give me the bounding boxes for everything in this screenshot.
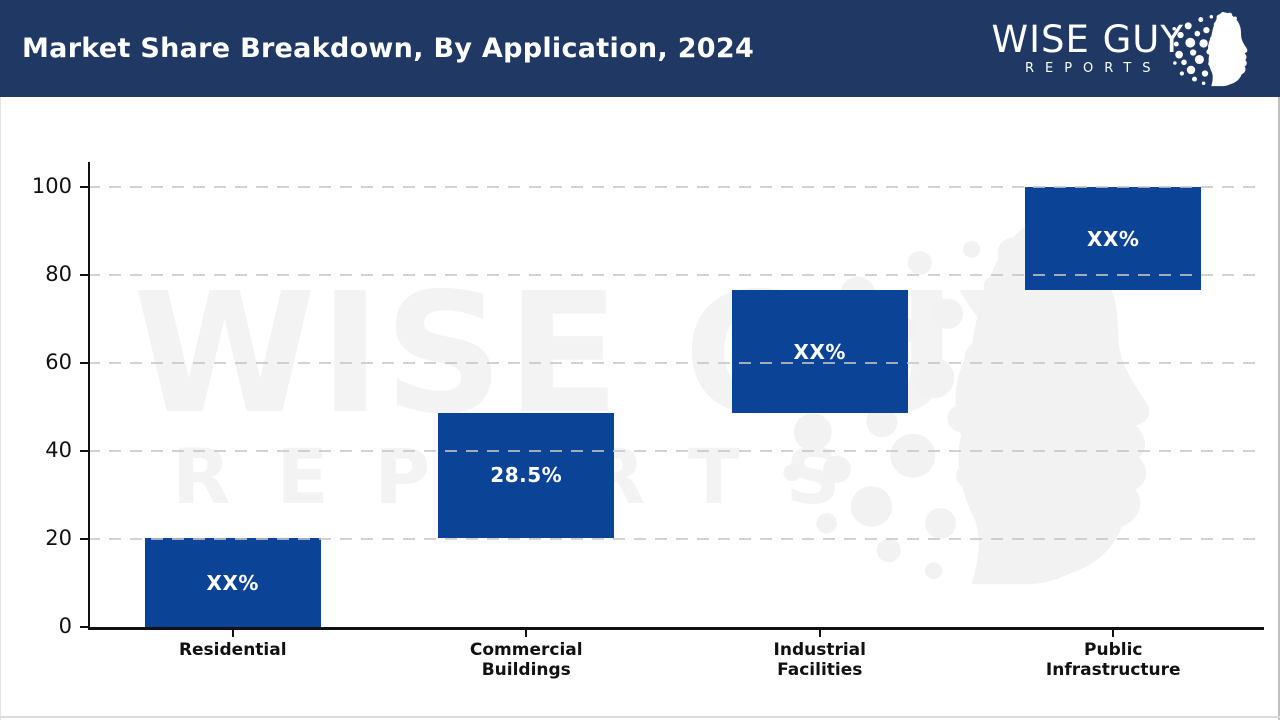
y-tick-mark	[80, 626, 88, 628]
logo-wordmark-line1: WISE GUY	[991, 18, 1184, 61]
x-tick-label-line: Facilities	[777, 660, 863, 680]
bar-industrial-facilities	[731, 290, 908, 413]
logo-wordmark-line2: REPORTS	[1024, 61, 1162, 76]
gridline	[88, 274, 1260, 276]
image-right-edge	[1278, 97, 1280, 720]
y-tick-mark	[80, 274, 88, 276]
value-labels-layer: XX% 28.5% XX% XX%	[0, 97, 1280, 720]
bar-value-label: XX%	[793, 339, 846, 364]
bar-value-label: XX%	[1087, 226, 1140, 251]
bar-public-infrastructure	[1025, 187, 1202, 291]
x-tick-mark	[231, 629, 234, 637]
x-tick-label: Residential	[83, 640, 383, 660]
gridline	[88, 450, 1260, 452]
bars-layer	[0, 97, 1280, 720]
y-axis	[88, 162, 90, 629]
logo-wordmark: WISE GUY REPORTS	[992, 21, 1184, 76]
y-tick-label: 0	[58, 614, 72, 638]
gridlines-layer	[0, 97, 1280, 720]
y-tick-mark	[80, 186, 88, 188]
x-tick-label-line: Commercial	[469, 640, 583, 660]
x-tick-label: Commercial Buildings	[376, 640, 676, 680]
y-tick-mark	[80, 362, 88, 364]
x-tick-label-line: Infrastructure	[1045, 660, 1181, 680]
x-tick-label: Public Infrastructure	[963, 640, 1263, 680]
dotted-face-icon	[1172, 11, 1248, 86]
x-tick-mark	[525, 629, 528, 637]
x-tick-mark	[818, 629, 821, 637]
x-tick-label-line: Residential	[178, 640, 287, 660]
x-tick-label-line: Buildings	[481, 660, 571, 680]
watermark-wordmark: WISE GUY	[133, 258, 1084, 451]
y-tick-label: 20	[45, 526, 72, 550]
x-tick-label-line: Public	[1084, 640, 1143, 660]
y-tick-mark	[80, 538, 88, 540]
x-tick-label-line: Industrial	[773, 640, 866, 660]
bar-value-label: 28.5%	[490, 463, 563, 488]
gridline	[88, 186, 1260, 188]
y-tick-mark	[80, 450, 88, 452]
brand-logo: WISE GUY REPORTS	[992, 9, 1254, 89]
y-tick-label: 80	[45, 262, 72, 286]
image-left-edge	[0, 97, 1, 720]
page-title: Market Share Breakdown, By Application, …	[22, 33, 755, 64]
chart-area: WISE GUY REPORTS XX%28.5%XX%XX% 02040608…	[0, 97, 1280, 720]
axes-layer: 0 20 40 60 80 100 Residential Commercial Buildin…	[0, 97, 1280, 720]
bar-residential	[144, 538, 321, 627]
header-bar: Market Share Breakdown, By Application, …	[0, 0, 1280, 97]
y-tick-label: 60	[45, 350, 72, 374]
gridline	[88, 362, 1260, 364]
bar-commercial-buildings	[438, 412, 615, 539]
y-tick-label: 100	[31, 174, 72, 198]
x-tick-mark	[1112, 629, 1115, 637]
gridline	[88, 538, 1260, 540]
y-tick-label: 40	[45, 438, 72, 462]
x-tick-label: Industrial Facilities	[670, 640, 970, 680]
x-axis	[88, 627, 1264, 630]
bar-value-label: XX%	[206, 570, 259, 595]
image-bottom-edge	[0, 716, 1280, 718]
